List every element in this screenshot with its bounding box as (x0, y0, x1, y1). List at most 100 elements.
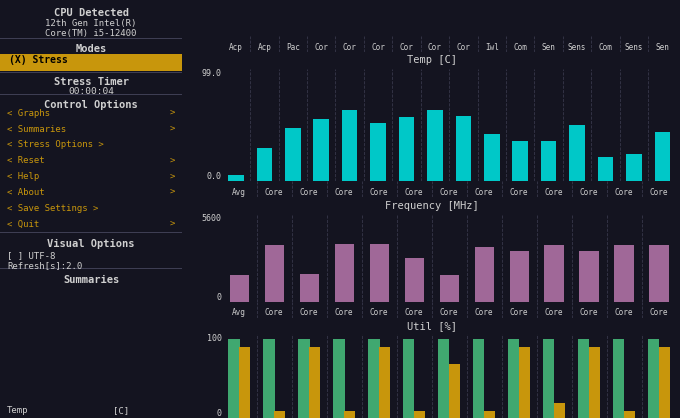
Text: Core: Core (545, 308, 563, 317)
Bar (475, 247, 494, 302)
Text: Core: Core (510, 188, 528, 197)
Text: Modes: Modes (75, 44, 107, 54)
Bar (473, 339, 484, 418)
Text: Core: Core (580, 188, 598, 197)
Bar (569, 125, 585, 181)
Bar (228, 175, 243, 181)
Bar (439, 339, 449, 418)
Bar (403, 339, 415, 418)
Text: Temp: Temp (7, 406, 29, 415)
Text: Visual Options: Visual Options (48, 239, 135, 249)
Bar (344, 411, 355, 418)
Text: Core: Core (615, 188, 633, 197)
Text: Cor: Cor (343, 43, 356, 51)
Bar (309, 347, 320, 418)
Text: Avg: Avg (233, 308, 246, 317)
Bar (369, 244, 389, 302)
Text: Core: Core (475, 308, 494, 317)
Text: CPU Detected: CPU Detected (54, 8, 129, 18)
Text: < Help: < Help (7, 172, 39, 181)
Bar (541, 141, 556, 181)
Text: Core: Core (440, 188, 458, 197)
Bar (545, 245, 564, 302)
Text: >: > (169, 172, 175, 181)
Text: Core: Core (405, 308, 424, 317)
Text: Temp [C]: Temp [C] (407, 55, 457, 65)
Bar (578, 339, 590, 418)
Bar (509, 251, 529, 302)
Text: Core: Core (580, 308, 598, 317)
Bar (543, 339, 554, 418)
Bar (554, 403, 565, 418)
Text: < Reset: < Reset (7, 156, 45, 166)
Text: 5600: 5600 (202, 214, 222, 223)
Bar (483, 411, 495, 418)
Text: Core: Core (265, 308, 284, 317)
Bar (456, 116, 471, 181)
Text: Sens: Sens (568, 43, 586, 51)
Bar (335, 244, 354, 302)
Text: Sen: Sen (656, 43, 669, 51)
Bar (624, 411, 635, 418)
Bar (449, 364, 460, 418)
Bar (508, 339, 520, 418)
Text: Stress Timer: Stress Timer (54, 77, 129, 87)
Text: >: > (169, 125, 175, 134)
Text: (X) Stress: (X) Stress (9, 55, 68, 65)
Text: >: > (169, 188, 175, 197)
Text: Core: Core (335, 188, 354, 197)
Text: < About: < About (7, 188, 45, 197)
Text: < Graphs: < Graphs (7, 109, 50, 118)
Text: >: > (169, 220, 175, 229)
Text: Core: Core (370, 308, 388, 317)
Text: Com: Com (513, 43, 527, 51)
Bar (230, 275, 249, 302)
Text: Util [%]: Util [%] (407, 321, 457, 331)
Text: < Save Settings >: < Save Settings > (7, 204, 99, 213)
Text: Core: Core (615, 308, 633, 317)
Text: [C]: [C] (113, 406, 129, 415)
Bar (427, 110, 443, 181)
Text: >: > (169, 156, 175, 166)
Text: Acp: Acp (229, 43, 243, 51)
Bar (398, 117, 414, 181)
Text: 100: 100 (207, 334, 222, 344)
Text: Cor: Cor (428, 43, 442, 51)
Text: Sen: Sen (542, 43, 556, 51)
Text: Cor: Cor (456, 43, 471, 51)
Bar (414, 411, 425, 418)
Bar (598, 157, 613, 181)
Text: Core: Core (300, 308, 318, 317)
Text: Core: Core (265, 188, 284, 197)
Text: Acp: Acp (258, 43, 271, 51)
Bar (369, 339, 379, 418)
Bar (579, 251, 598, 302)
Bar (333, 339, 345, 418)
Text: Core: Core (370, 188, 388, 197)
Bar (405, 258, 424, 302)
Bar (263, 339, 275, 418)
Bar (513, 141, 528, 181)
Bar (589, 347, 600, 418)
Text: Cor: Cor (314, 43, 328, 51)
Text: < Stress Options >: < Stress Options > (7, 140, 104, 150)
Text: Cor: Cor (371, 43, 385, 51)
Text: Core: Core (650, 188, 668, 197)
Text: Core: Core (650, 308, 668, 317)
Text: Core: Core (405, 188, 424, 197)
Text: Core: Core (335, 308, 354, 317)
Text: Core: Core (440, 308, 458, 317)
Text: Core: Core (510, 308, 528, 317)
Bar (659, 347, 670, 418)
Text: 0: 0 (217, 409, 222, 418)
Text: Avg: Avg (233, 188, 246, 197)
Bar (265, 245, 284, 302)
Text: ( ) Monitor: ( ) Monitor (9, 54, 72, 63)
Bar (626, 154, 642, 181)
Text: 00:00:04: 00:00:04 (68, 87, 114, 96)
Text: Core: Core (300, 188, 318, 197)
Text: Frequency [MHz]: Frequency [MHz] (386, 201, 479, 211)
Text: 99.0: 99.0 (202, 69, 222, 78)
Bar (615, 245, 634, 302)
Text: 0: 0 (217, 293, 222, 302)
